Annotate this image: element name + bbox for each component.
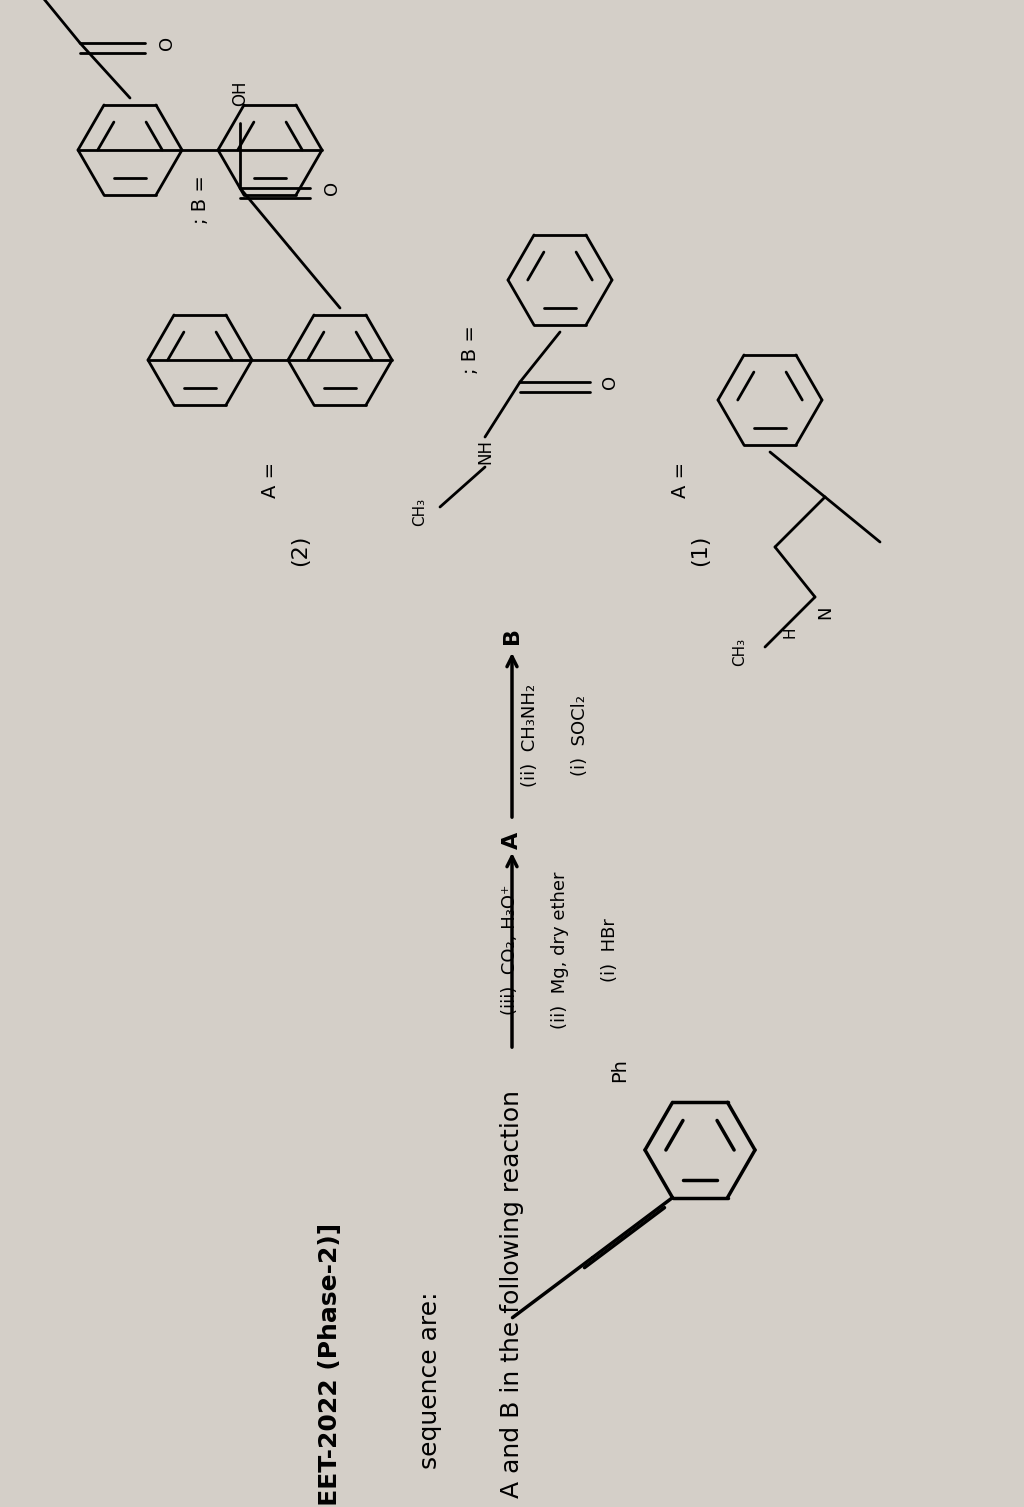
Text: (1): (1) <box>690 535 710 565</box>
Text: CH₃: CH₃ <box>732 637 748 666</box>
Text: O: O <box>601 375 618 389</box>
Text: N: N <box>816 606 834 619</box>
Text: (ii)  CH₃NH₂: (ii) CH₃NH₂ <box>521 684 539 787</box>
Text: (iii)  CO₂, H₃O⁺: (iii) CO₂, H₃O⁺ <box>501 885 519 1016</box>
Text: O: O <box>158 36 176 50</box>
Text: A: A <box>502 832 522 848</box>
Text: The products A and B in the following reaction: The products A and B in the following re… <box>500 1090 524 1507</box>
Text: CH₃: CH₃ <box>413 497 427 526</box>
Text: O: O <box>323 181 341 194</box>
Text: OH: OH <box>231 80 249 105</box>
Text: (ii)  Mg, dry ether: (ii) Mg, dry ether <box>551 871 569 1029</box>
Text: H: H <box>782 627 798 637</box>
Text: ; B =: ; B = <box>190 175 210 225</box>
Text: (2): (2) <box>290 535 310 565</box>
Text: sequence are:: sequence are: <box>418 1291 442 1469</box>
Text: B: B <box>502 627 522 643</box>
Text: A =: A = <box>260 463 280 497</box>
Text: (i)  HBr: (i) HBr <box>601 918 618 983</box>
Text: [NEET-2022 (Phase-2)]: [NEET-2022 (Phase-2)] <box>318 1222 342 1507</box>
Text: (i)  SOCl₂: (i) SOCl₂ <box>571 695 589 776</box>
Text: A =: A = <box>671 463 689 497</box>
Text: NH: NH <box>476 440 494 464</box>
Text: ; B =: ; B = <box>461 326 479 374</box>
Text: Ph: Ph <box>610 1058 630 1082</box>
